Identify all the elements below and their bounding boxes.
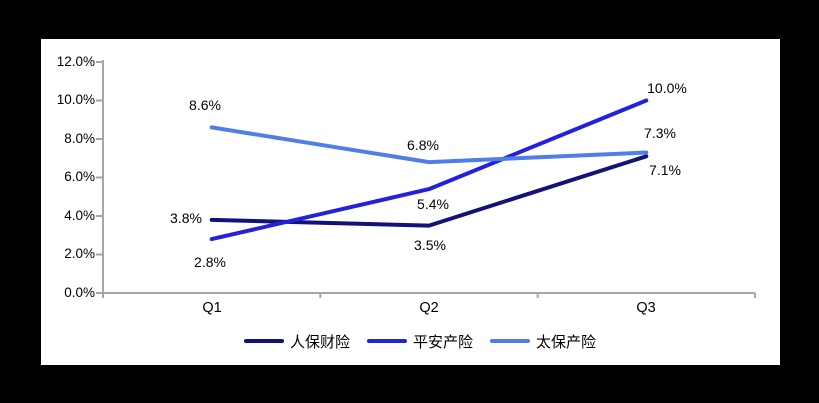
data-label-renbao-q1: 3.8%: [170, 210, 202, 226]
legend-line-swatch: [244, 339, 284, 343]
data-label-taibao-q1: 8.6%: [189, 97, 221, 113]
y-tick-label: 8.0%: [64, 131, 95, 146]
x-category-label: Q1: [202, 300, 222, 316]
x-category-label: Q3: [636, 300, 656, 316]
legend-item-pingan: 平安产险: [367, 331, 473, 352]
data-label-taibao-q3: 7.3%: [644, 125, 676, 141]
y-tick-label: 4.0%: [64, 208, 95, 223]
y-tick-label: 6.0%: [64, 169, 95, 184]
y-tick-label: 12.0%: [56, 54, 95, 69]
legend-label: 平安产险: [413, 332, 474, 351]
legend-label: 人保财险: [290, 332, 351, 351]
data-label-taibao-q2: 6.8%: [407, 137, 439, 153]
legend-item-renbao: 人保财险: [244, 331, 350, 352]
data-label-renbao-q2: 3.5%: [414, 237, 446, 253]
legend-line-swatch: [367, 339, 408, 343]
data-label-pingan-q2: 5.4%: [417, 196, 449, 212]
x-axis-ticks: [102, 293, 756, 298]
y-tick-label: 2.0%: [64, 246, 95, 261]
data-label-renbao-q3: 7.1%: [649, 162, 681, 178]
data-label-pingan-q3: 10.0%: [647, 80, 687, 96]
legend-item-taibao: 太保产险: [490, 331, 596, 352]
x-category-label: Q2: [419, 300, 439, 316]
series-line-taibao: [209, 125, 649, 165]
y-axis-ticks: [96, 61, 102, 294]
series-line-pingan: [209, 98, 649, 242]
chart-panel: 12.0% 10.0% 8.0% 6.0% 4.0% 2.0% 0.0% Q1 …: [41, 39, 780, 365]
data-label-pingan-q1: 2.8%: [194, 254, 226, 270]
legend-line-swatch: [490, 339, 531, 343]
legend-label: 太保产险: [536, 332, 597, 351]
line-chart: [96, 60, 756, 298]
y-tick-label: 10.0%: [56, 92, 95, 107]
y-tick-label: 0.0%: [64, 285, 95, 300]
chart-legend: 人保财险 平安产险 太保产险: [244, 330, 596, 352]
